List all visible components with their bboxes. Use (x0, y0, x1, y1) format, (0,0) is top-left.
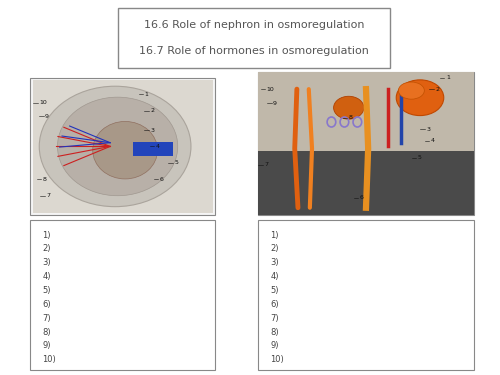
Text: 1: 1 (144, 92, 148, 97)
Text: 7: 7 (264, 162, 268, 167)
Text: 4: 4 (156, 144, 160, 149)
Bar (30, 220, 215, 370)
Text: 1): 1) (42, 231, 51, 240)
Text: 4: 4 (431, 138, 435, 143)
Text: 2: 2 (150, 108, 154, 113)
Text: 2): 2) (270, 244, 279, 254)
Text: 4): 4) (42, 272, 51, 281)
Bar (30, 78, 215, 215)
Text: 5: 5 (418, 155, 422, 160)
Ellipse shape (398, 82, 424, 99)
Text: 10: 10 (39, 100, 47, 105)
Text: 8): 8) (270, 328, 279, 337)
Bar (258, 72, 474, 215)
Text: 7): 7) (270, 314, 279, 323)
Text: 9: 9 (273, 101, 277, 106)
Text: 7: 7 (46, 193, 50, 198)
Ellipse shape (40, 86, 191, 207)
Bar (118, 8, 390, 68)
Text: 3: 3 (150, 128, 154, 132)
Text: 5: 5 (174, 160, 178, 165)
Ellipse shape (58, 97, 178, 196)
Text: 3): 3) (42, 258, 51, 267)
Bar (258, 72, 474, 151)
Text: 2): 2) (42, 244, 51, 254)
Bar (258, 151, 474, 215)
Text: 10): 10) (270, 356, 284, 364)
Text: 10: 10 (266, 87, 274, 92)
Text: 3): 3) (270, 258, 279, 267)
Text: 16.7 Role of hormones in osmoregulation: 16.7 Role of hormones in osmoregulation (139, 46, 368, 56)
Text: 9: 9 (45, 114, 49, 119)
Text: 6): 6) (42, 300, 51, 309)
Text: 8): 8) (42, 328, 51, 337)
Text: 5): 5) (270, 286, 279, 295)
Bar (258, 220, 474, 370)
Text: 8: 8 (42, 177, 46, 182)
Text: 9): 9) (270, 342, 279, 351)
Text: 6: 6 (360, 195, 364, 200)
Text: 16.6 Role of nephron in osmoregulation: 16.6 Role of nephron in osmoregulation (144, 20, 364, 30)
Text: 6: 6 (160, 177, 164, 182)
Bar (132, 142, 173, 156)
Text: 9): 9) (42, 342, 51, 351)
Text: 6): 6) (270, 300, 279, 309)
Text: 1: 1 (446, 75, 450, 80)
Text: 5): 5) (42, 286, 51, 295)
Text: 2: 2 (435, 87, 439, 92)
Ellipse shape (396, 80, 444, 116)
Ellipse shape (334, 96, 364, 119)
Text: 10): 10) (42, 356, 56, 364)
Text: 7): 7) (42, 314, 51, 323)
Text: 4): 4) (270, 272, 279, 281)
Ellipse shape (92, 122, 158, 179)
Text: 3: 3 (426, 127, 430, 132)
Text: 1): 1) (270, 231, 279, 240)
Bar (32, 80, 212, 213)
Text: 8: 8 (348, 115, 352, 120)
